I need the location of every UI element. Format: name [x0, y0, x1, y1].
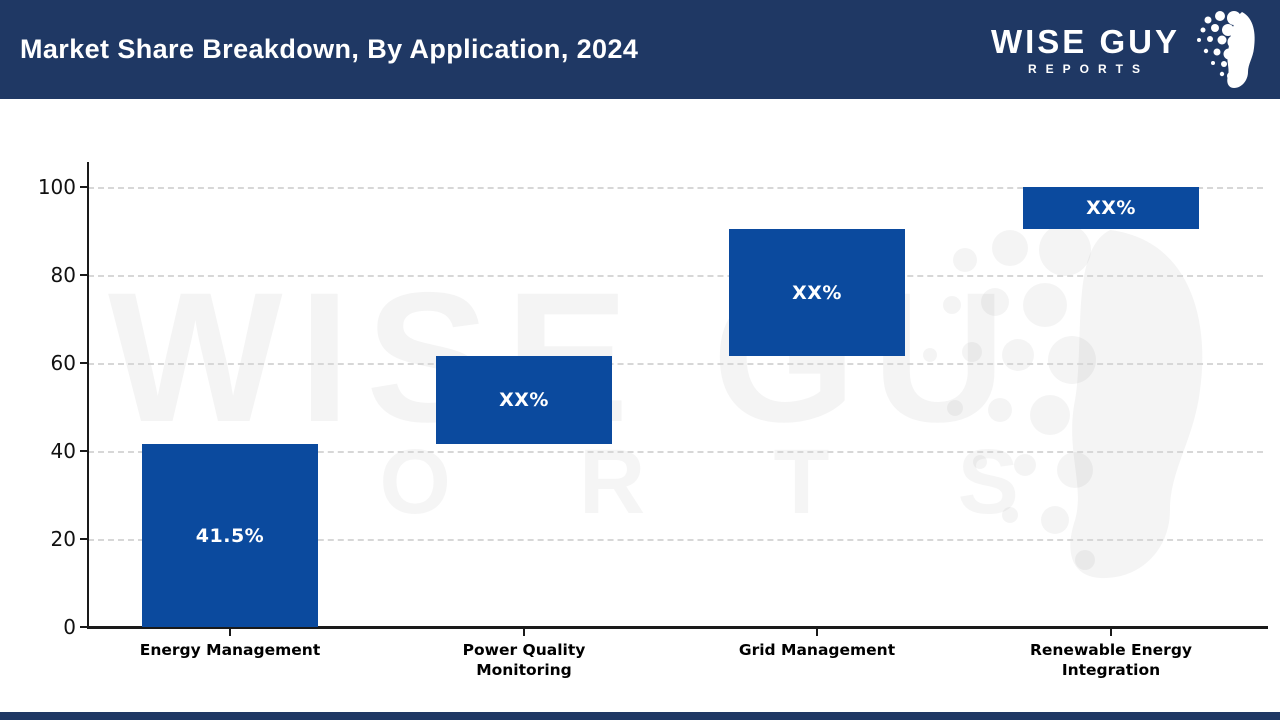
logo-head-icon [1197, 10, 1255, 88]
bar-segment: XX% [729, 228, 905, 357]
gridline-60 [88, 363, 1263, 365]
bar-segment: XX% [436, 356, 612, 445]
x-tick [1110, 629, 1112, 636]
x-category-label: Power Quality Monitoring [462, 641, 586, 679]
gridline-40 [88, 451, 1263, 453]
logo-wordmark: WISE GUY [990, 22, 1180, 60]
y-tick-80 [80, 274, 88, 276]
bar-value-label: 41.5% [195, 524, 265, 547]
bar-value-label: XX% [1086, 196, 1136, 219]
bar-value-label: XX% [499, 389, 549, 412]
x-tick [816, 629, 818, 636]
bar-segment: 41.5% [142, 444, 318, 627]
x-tick [523, 629, 525, 636]
y-tick-0 [80, 626, 88, 628]
y-tick-40 [80, 450, 88, 452]
watermark-reports: PORTS [190, 430, 1147, 535]
x-category-label: Energy Management [139, 641, 321, 659]
logo-subtext: REPORTS [1027, 61, 1149, 76]
chart-title: Market Share Breakdown, By Application, … [20, 34, 639, 64]
y-tick-label: 20 [50, 527, 76, 551]
y-tick-label: 80 [50, 263, 76, 287]
watermark-head-icon [923, 224, 1203, 579]
y-tick-label: 60 [50, 351, 76, 375]
x-tick [229, 629, 231, 636]
x-category-label: Renewable Energy Integration [1029, 641, 1193, 679]
gridline-80 [88, 275, 1263, 277]
y-tick-100 [80, 186, 88, 188]
x-category-label: Grid Management [738, 641, 896, 659]
footer-bar [0, 712, 1280, 720]
bar-segment: XX% [1023, 187, 1199, 229]
logo-text: WISE GUY REPORTS [991, 25, 1180, 75]
gridline-100 [88, 187, 1263, 189]
x-axis [87, 626, 1268, 629]
bar-value-label: XX% [792, 281, 842, 304]
y-tick-label: 0 [63, 615, 76, 639]
y-tick-label: 40 [50, 439, 76, 463]
y-tick-60 [80, 362, 88, 364]
y-tick-label: 100 [37, 175, 76, 199]
report-header: Market Share Breakdown, By Application, … [0, 0, 1280, 99]
gridline-20 [88, 539, 1263, 541]
y-axis [87, 162, 89, 628]
y-tick-20 [80, 538, 88, 540]
wiseguy-logo: WISE GUY REPORTS [991, 8, 1256, 92]
